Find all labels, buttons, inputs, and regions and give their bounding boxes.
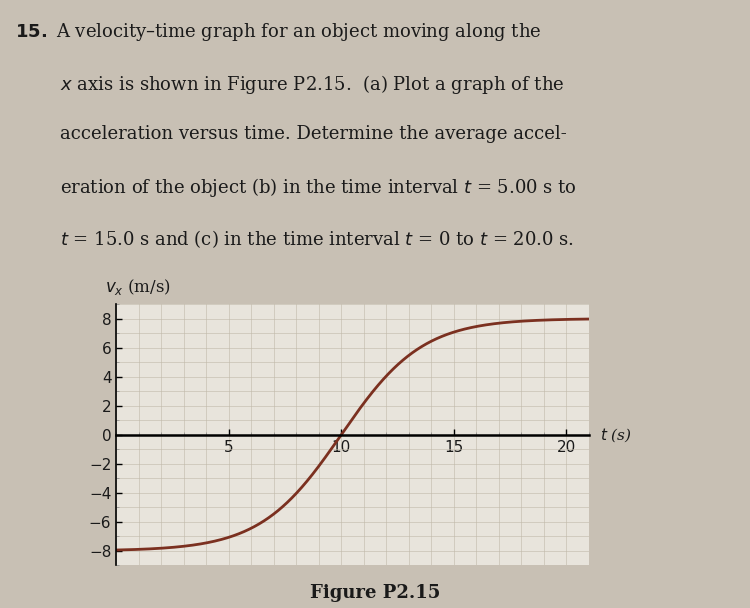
Text: $t$ = 15.0 s and (c) in the time interval $t$ = 0 to $t$ = 20.0 s.: $t$ = 15.0 s and (c) in the time interva… xyxy=(60,228,574,250)
Text: Figure P2.15: Figure P2.15 xyxy=(310,584,440,602)
Text: $\mathbf{15.}$ A velocity–time graph for an object moving along the: $\mathbf{15.}$ A velocity–time graph for… xyxy=(15,21,542,43)
Text: acceleration versus time. Determine the average accel-: acceleration versus time. Determine the … xyxy=(60,125,567,143)
Text: $v_x$ (m/s): $v_x$ (m/s) xyxy=(105,277,171,297)
Text: $t$ (s): $t$ (s) xyxy=(600,426,632,444)
Text: eration of the object (b) in the time interval $t$ = 5.00 s to: eration of the object (b) in the time in… xyxy=(60,176,577,199)
Text: $x$ axis is shown in Figure P2.15.  (a) Plot a graph of the: $x$ axis is shown in Figure P2.15. (a) P… xyxy=(60,73,565,96)
